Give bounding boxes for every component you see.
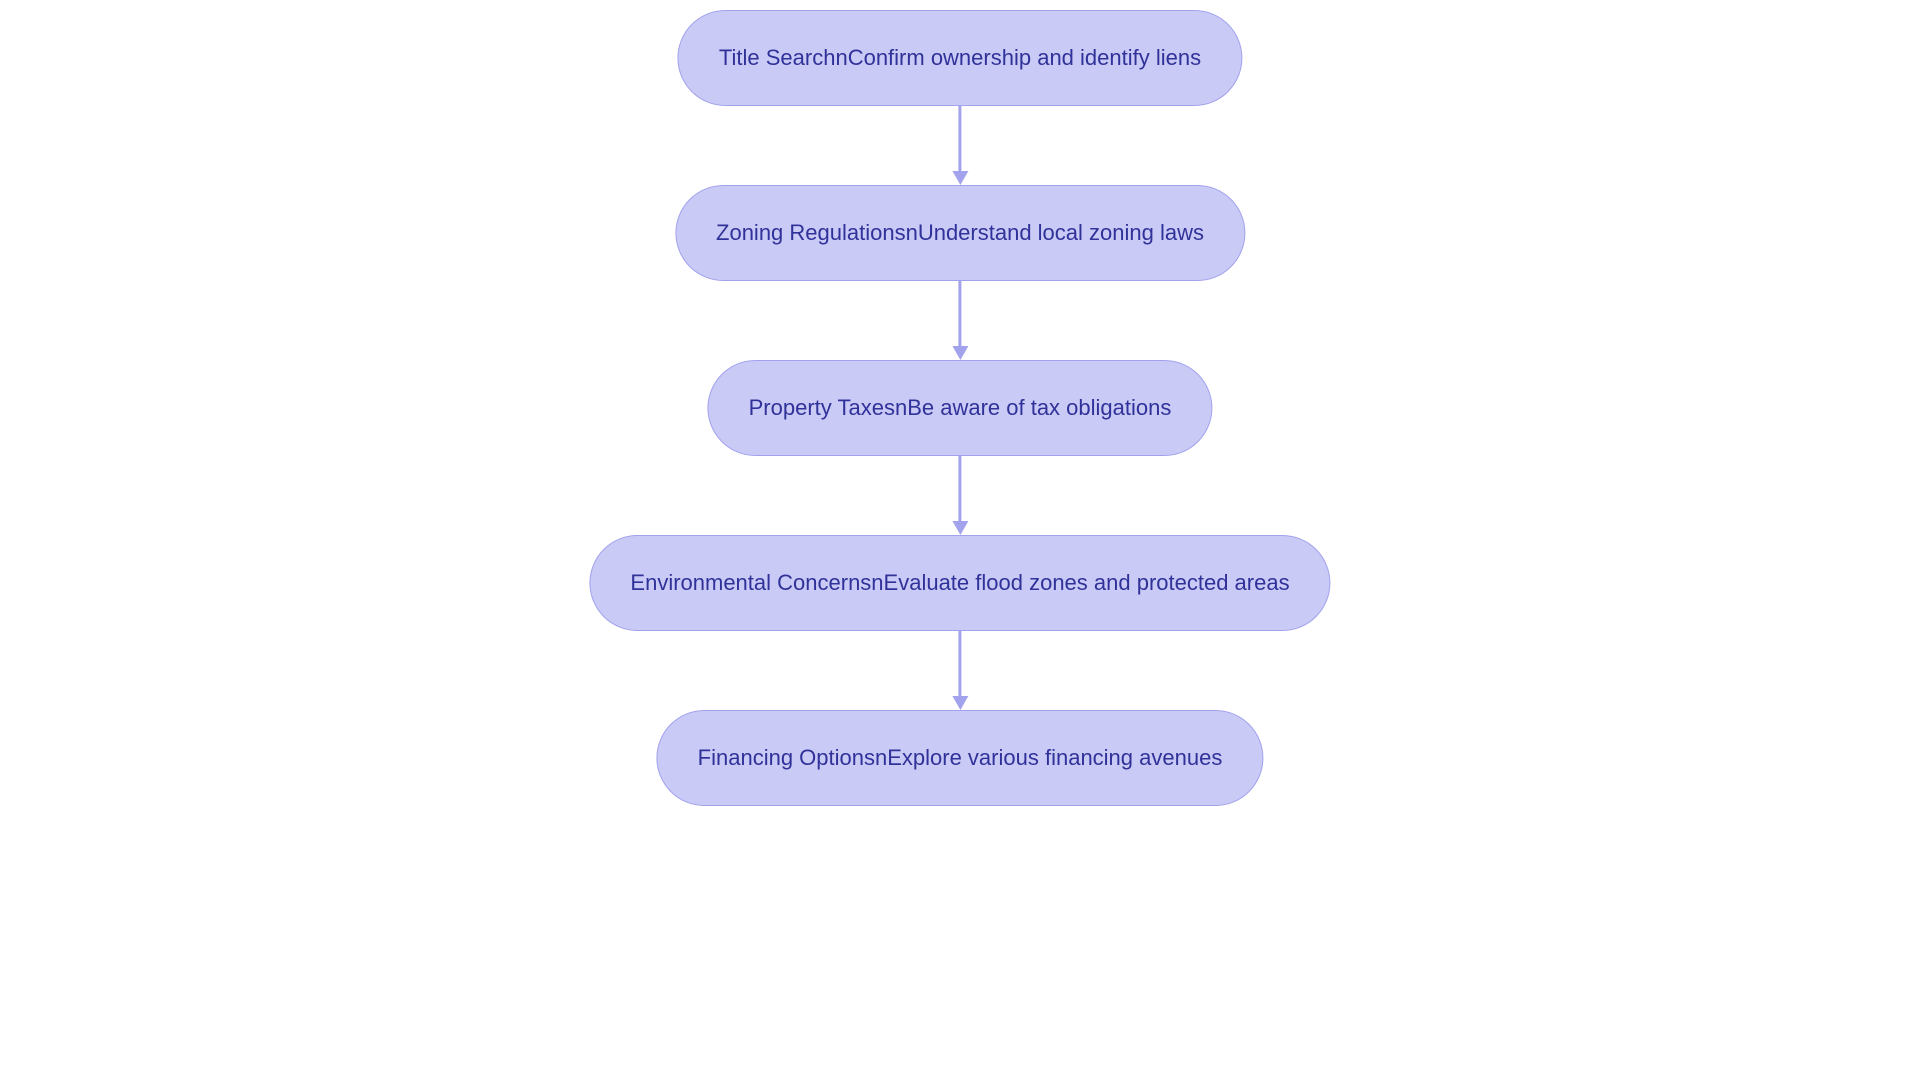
flowchart-node: Environmental ConcernsnEvaluate flood zo… bbox=[589, 535, 1330, 631]
arrow-head-icon bbox=[952, 696, 968, 710]
flowchart-arrow bbox=[952, 456, 968, 535]
node-label: Title SearchnConfirm ownership and ident… bbox=[719, 44, 1201, 73]
arrow-line bbox=[959, 631, 962, 696]
arrow-head-icon bbox=[952, 521, 968, 535]
flowchart-node: Financing OptionsnExplore various financ… bbox=[657, 710, 1264, 806]
flowchart-arrow bbox=[952, 106, 968, 185]
flowchart-node: Zoning RegulationsnUnderstand local zoni… bbox=[675, 185, 1245, 281]
flowchart-node: Title SearchnConfirm ownership and ident… bbox=[678, 10, 1242, 106]
arrow-line bbox=[959, 456, 962, 521]
node-label: Zoning RegulationsnUnderstand local zoni… bbox=[716, 219, 1204, 248]
flowchart-arrow bbox=[952, 281, 968, 360]
arrow-head-icon bbox=[952, 171, 968, 185]
arrow-line bbox=[959, 281, 962, 346]
node-label: Environmental ConcernsnEvaluate flood zo… bbox=[630, 569, 1289, 598]
arrow-head-icon bbox=[952, 346, 968, 360]
flowchart-node: Property TaxesnBe aware of tax obligatio… bbox=[708, 360, 1213, 456]
node-label: Property TaxesnBe aware of tax obligatio… bbox=[749, 394, 1172, 423]
arrow-line bbox=[959, 106, 962, 171]
flowchart-container: Title SearchnConfirm ownership and ident… bbox=[589, 10, 1330, 806]
flowchart-arrow bbox=[952, 631, 968, 710]
node-label: Financing OptionsnExplore various financ… bbox=[698, 744, 1223, 773]
